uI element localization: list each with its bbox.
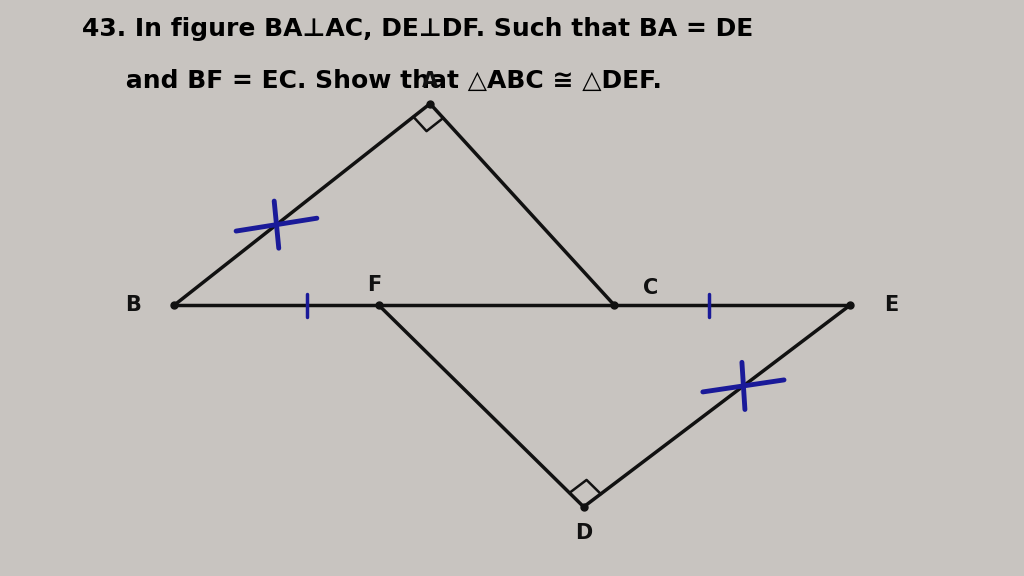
Text: D: D [575, 523, 592, 543]
Text: and BF = EC. Show that △ABC ≅ △DEF.: and BF = EC. Show that △ABC ≅ △DEF. [82, 69, 662, 93]
Text: E: E [884, 295, 898, 315]
Text: 43. In figure BA⊥AC, DE⊥DF. Such that BA = DE: 43. In figure BA⊥AC, DE⊥DF. Such that BA… [82, 17, 754, 41]
Text: F: F [367, 275, 381, 295]
Text: C: C [643, 278, 657, 298]
Text: B: B [125, 295, 141, 315]
Text: A: A [422, 71, 438, 90]
